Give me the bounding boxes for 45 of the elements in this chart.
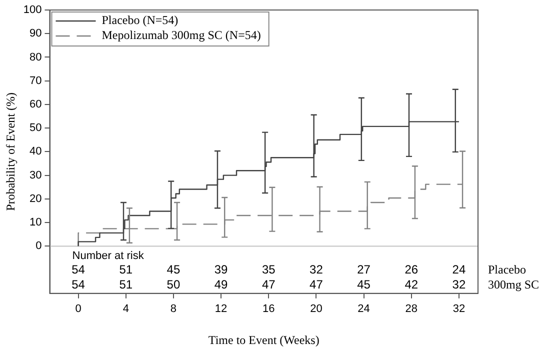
annotation: 54 xyxy=(72,277,86,292)
y-tick-label: 90 xyxy=(30,28,42,40)
legend-label: Mepolizumab 300mg SC (N=54) xyxy=(102,28,261,42)
annotation: 45 xyxy=(166,262,180,276)
annotation: 51 xyxy=(119,262,133,276)
annotation: Number at risk xyxy=(72,250,144,262)
annotation: 32 xyxy=(452,277,466,292)
text: 300mg SC xyxy=(488,277,540,292)
x-tick-label: 24 xyxy=(358,303,370,316)
annotation: 51 xyxy=(119,277,133,292)
x-tick-label: 20 xyxy=(310,303,322,316)
y-tick-label: 30 xyxy=(30,169,42,182)
annotation: 50 xyxy=(166,277,180,292)
y-tick-label: 60 xyxy=(30,98,42,110)
x-tick-label: 0 xyxy=(75,303,82,316)
x-tick-label: 4 xyxy=(122,303,129,316)
y-tick-label: 70 xyxy=(30,74,42,87)
x-tick-label: 16 xyxy=(262,303,275,316)
x-tick-label: 12 xyxy=(214,303,228,316)
annotation: 26 xyxy=(404,262,418,276)
y-tick-label: 50 xyxy=(30,122,42,134)
annotation: 47 xyxy=(262,277,276,292)
annotation: 49 xyxy=(214,277,228,292)
y-tick-label: 100 xyxy=(23,4,42,16)
x-tick-label: 28 xyxy=(405,303,418,316)
annotation: 32 xyxy=(310,262,324,276)
legend-label: Placebo (N=54) xyxy=(102,13,178,28)
annotation: 54 xyxy=(72,262,86,276)
y-tick-label: 80 xyxy=(30,51,42,64)
x-tick-label: 8 xyxy=(170,303,177,316)
y-axis-title: Probability of Event (%) xyxy=(3,92,18,211)
annotation: 45 xyxy=(357,277,371,292)
annotation: 42 xyxy=(404,277,418,292)
annotation: 27 xyxy=(357,262,371,276)
y-tick-label: 0 xyxy=(36,240,42,252)
y-tick-label: 40 xyxy=(30,146,42,158)
y-tick-label: 20 xyxy=(30,192,42,205)
annotation: 39 xyxy=(214,262,228,276)
annotation: 24 xyxy=(452,262,466,276)
x-axis-title: Time to Event (Weeks) xyxy=(208,332,320,347)
annotation: 35 xyxy=(262,262,276,276)
y-tick-label: 10 xyxy=(30,216,42,229)
text: Placebo xyxy=(488,262,526,276)
annotation: 47 xyxy=(310,277,324,292)
x-tick-label: 32 xyxy=(452,303,466,316)
